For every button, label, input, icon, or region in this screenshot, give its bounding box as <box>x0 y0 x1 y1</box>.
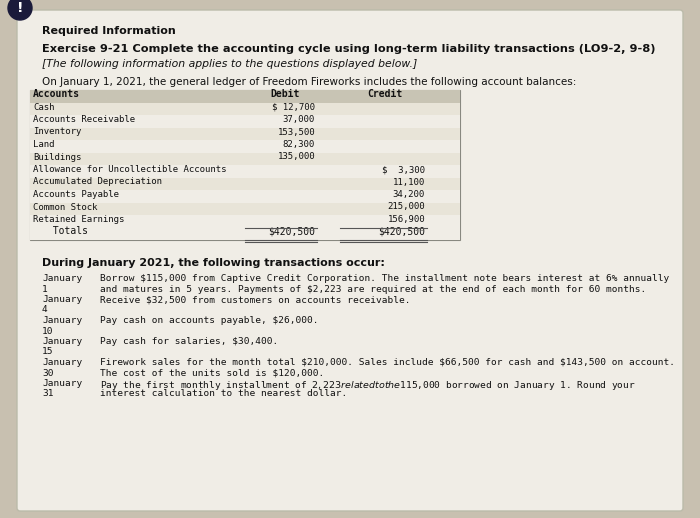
Bar <box>30 90 460 103</box>
Text: 34,200: 34,200 <box>393 190 425 199</box>
Text: On January 1, 2021, the general ledger of Freedom Fireworks includes the followi: On January 1, 2021, the general ledger o… <box>42 77 576 87</box>
Text: Common Stock: Common Stock <box>33 203 97 211</box>
Text: Allowance for Uncollectible Accounts: Allowance for Uncollectible Accounts <box>33 165 227 174</box>
Text: January: January <box>42 337 83 346</box>
Text: January: January <box>42 379 83 388</box>
Text: 1: 1 <box>42 284 48 294</box>
Text: Firework sales for the month total $210,000. Sales include $66,500 for cash and : Firework sales for the month total $210,… <box>100 358 675 367</box>
Text: 4: 4 <box>42 306 48 314</box>
Text: Pay cash for salaries, $30,400.: Pay cash for salaries, $30,400. <box>100 337 279 346</box>
Text: January: January <box>42 358 83 367</box>
Text: $420,500: $420,500 <box>268 226 315 237</box>
Text: Credit: Credit <box>368 89 402 99</box>
Text: Cash: Cash <box>33 103 55 111</box>
Text: and matures in 5 years. Payments of $2,223 are required at the end of each month: and matures in 5 years. Payments of $2,2… <box>100 284 646 294</box>
Text: 82,300: 82,300 <box>283 140 315 149</box>
Text: 153,500: 153,500 <box>277 127 315 137</box>
Bar <box>30 178 460 190</box>
Bar <box>30 165 460 178</box>
Text: 31: 31 <box>42 390 53 398</box>
Bar <box>30 152 460 165</box>
Text: 10: 10 <box>42 326 53 336</box>
Text: Required Information: Required Information <box>42 26 176 36</box>
Bar <box>30 227 460 240</box>
Text: Borrow $115,000 from Captive Credit Corporation. The installment note bears inte: Borrow $115,000 from Captive Credit Corp… <box>100 274 669 283</box>
Text: Receive $32,500 from customers on accounts receivable.: Receive $32,500 from customers on accoun… <box>100 295 410 304</box>
Text: Land: Land <box>33 140 55 149</box>
Text: 135,000: 135,000 <box>277 152 315 162</box>
FancyBboxPatch shape <box>17 10 683 511</box>
Text: January: January <box>42 316 83 325</box>
Circle shape <box>8 0 32 20</box>
Text: Pay cash on accounts payable, $26,000.: Pay cash on accounts payable, $26,000. <box>100 316 318 325</box>
Text: 15: 15 <box>42 348 53 356</box>
Text: Accumulated Depreciation: Accumulated Depreciation <box>33 178 162 186</box>
Text: $ 12,700: $ 12,700 <box>272 103 315 111</box>
Text: interest calculation to the nearest dollar.: interest calculation to the nearest doll… <box>100 390 347 398</box>
Text: 215,000: 215,000 <box>387 203 425 211</box>
Text: 37,000: 37,000 <box>283 115 315 124</box>
Text: Exercise 9-21 Complete the accounting cycle using long-term liability transactio: Exercise 9-21 Complete the accounting cy… <box>42 44 655 54</box>
Text: Buildings: Buildings <box>33 152 81 162</box>
Text: Accounts Receivable: Accounts Receivable <box>33 115 135 124</box>
Text: Pay the first monthly installment of $2,223 related to the $115,000 borrowed on : Pay the first monthly installment of $2,… <box>100 379 636 392</box>
Text: Inventory: Inventory <box>33 127 81 137</box>
Text: $420,500: $420,500 <box>378 226 425 237</box>
Text: January: January <box>42 274 83 283</box>
Text: Accounts: Accounts <box>33 89 80 99</box>
Text: January: January <box>42 295 83 304</box>
Bar <box>30 115 460 127</box>
Text: Debit: Debit <box>270 89 300 99</box>
Bar <box>30 140 460 152</box>
Text: Accounts Payable: Accounts Payable <box>33 190 119 199</box>
Text: Totals: Totals <box>41 226 88 237</box>
Text: 30: 30 <box>42 368 53 378</box>
Bar <box>30 215 460 227</box>
Text: [The following information applies to the questions displayed below.]: [The following information applies to th… <box>42 59 417 69</box>
Text: During January 2021, the following transactions occur:: During January 2021, the following trans… <box>42 258 385 268</box>
Text: 11,100: 11,100 <box>393 178 425 186</box>
Bar <box>30 190 460 203</box>
Bar <box>30 90 460 240</box>
Bar <box>30 127 460 140</box>
Bar <box>30 203 460 215</box>
Bar <box>30 103 460 115</box>
Text: 156,900: 156,900 <box>387 215 425 224</box>
Text: $  3,300: $ 3,300 <box>382 165 425 174</box>
Text: Retained Earnings: Retained Earnings <box>33 215 125 224</box>
Text: !: ! <box>17 1 23 15</box>
Text: The cost of the units sold is $120,000.: The cost of the units sold is $120,000. <box>100 368 324 378</box>
